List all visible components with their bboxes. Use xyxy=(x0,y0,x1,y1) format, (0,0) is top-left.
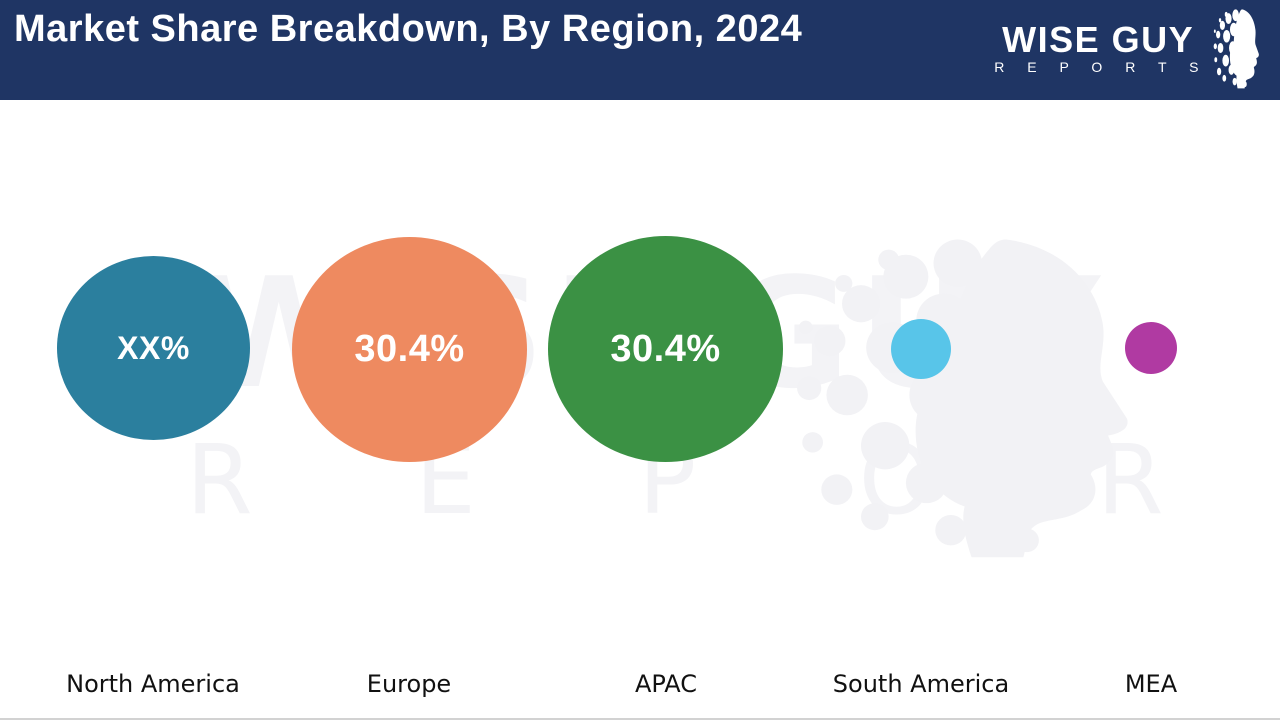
bubble-north-america: XX% xyxy=(57,256,250,440)
header-bar: Market Share Breakdown, By Region, 2024 … xyxy=(0,0,1280,100)
category-label-apac: APAC xyxy=(634,670,698,698)
logo-text: WISE GUY R E P O R T S xyxy=(988,18,1208,76)
bubble-europe: 30.4% xyxy=(292,237,527,462)
logo-subtitle: R E P O R T S xyxy=(994,59,1208,76)
bubble-south-america xyxy=(891,319,951,379)
watermark-head-silhouette xyxy=(797,239,1128,558)
wise-guy-logo: WISE GUY R E P O R T S xyxy=(988,6,1264,90)
category-label-europe: Europe xyxy=(366,670,452,698)
bubble-chart: WISE GUY R E P O R T S xyxy=(0,100,1280,718)
bubble-value-label: 30.4% xyxy=(610,327,721,370)
logo-name: WISE GUY xyxy=(1002,18,1195,60)
page-title: Market Share Breakdown, By Region, 2024 xyxy=(14,8,803,50)
bubble-value-label: XX% xyxy=(117,329,190,366)
bubble-mea xyxy=(1125,322,1177,374)
logo-head-icon xyxy=(1213,9,1259,89)
bubble-apac: 30.4% xyxy=(548,236,783,462)
category-label-mea: MEA xyxy=(1124,670,1178,698)
bubble-value-label: 30.4% xyxy=(354,328,465,370)
category-label-south-america: South America xyxy=(832,670,1010,698)
category-label-north-america: North America xyxy=(66,670,240,698)
